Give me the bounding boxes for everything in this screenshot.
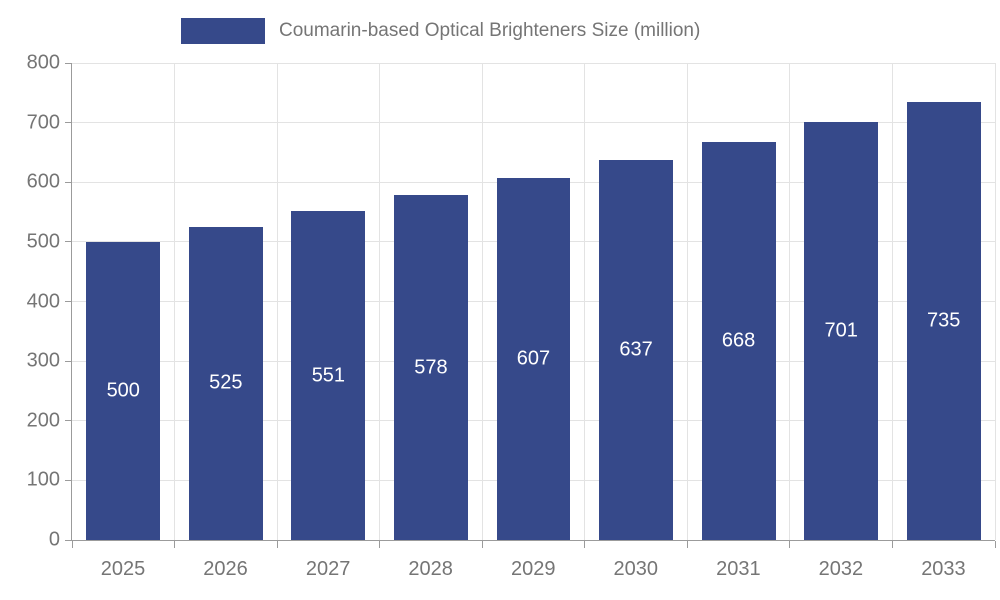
y-axis-label: 600 — [26, 170, 60, 193]
y-axis-label: 0 — [48, 528, 60, 551]
bar-value-label: 578 — [414, 356, 448, 379]
bar-value-label: 525 — [209, 371, 243, 394]
x-gridline — [584, 63, 586, 540]
bar-value-label: 500 — [106, 379, 140, 402]
x-axis-tick — [686, 541, 688, 548]
y-axis-tick — [65, 360, 71, 362]
x-gridline — [379, 63, 381, 540]
y-axis-tick — [65, 479, 71, 481]
x-axis-tick — [584, 541, 586, 548]
x-axis-tick — [71, 541, 73, 548]
y-axis-label: 100 — [26, 468, 60, 491]
x-axis-tick — [174, 541, 176, 548]
legend-label: Coumarin-based Optical Brighteners Size … — [279, 20, 701, 41]
x-axis-tick — [789, 541, 791, 548]
x-axis-label: 2027 — [305, 558, 351, 580]
legend-swatch-icon — [181, 18, 265, 44]
x-axis-label: 2029 — [510, 558, 556, 580]
x-gridline — [789, 63, 791, 540]
bar-2031[interactable] — [701, 141, 776, 540]
x-axis-label: 2030 — [613, 558, 659, 580]
x-axis-label: 2032 — [818, 558, 864, 580]
x-gridline — [994, 63, 996, 540]
x-axis-label: 2028 — [408, 558, 453, 580]
y-axis-tick — [65, 241, 71, 243]
bar-value-label: 735 — [927, 309, 961, 332]
y-axis-label: 200 — [26, 409, 60, 432]
x-gridline — [686, 63, 688, 540]
bar-value-label: 551 — [311, 364, 346, 387]
x-axis-tick — [481, 541, 483, 548]
y-axis-label: 700 — [26, 111, 60, 134]
bar-value-label: 701 — [824, 319, 858, 342]
y-axis-tick — [65, 301, 71, 302]
x-gridline — [891, 63, 893, 540]
y-axis-tick — [65, 420, 71, 422]
x-axis-tick — [891, 541, 893, 548]
bar-2032[interactable] — [804, 122, 879, 540]
y-gridline — [72, 62, 995, 64]
x-gridline — [276, 63, 278, 540]
bar-2033[interactable] — [906, 101, 981, 540]
x-axis-label: 2026 — [203, 558, 248, 580]
bar-2030[interactable] — [599, 160, 673, 540]
bar-value-label: 668 — [721, 329, 756, 352]
bar-value-label: 607 — [516, 347, 551, 370]
y-axis-label: 300 — [26, 349, 60, 372]
plot-area: 0 100 200 300 400 500 600 700 800 500 2025 525 2026 5… — [27, 52, 996, 580]
bar-2027[interactable] — [291, 211, 366, 540]
bar-2029[interactable] — [496, 178, 571, 540]
x-axis-tick — [276, 541, 278, 548]
y-axis-tick — [65, 122, 71, 124]
x-axis-tick — [994, 541, 996, 548]
bar-2028[interactable] — [394, 195, 468, 540]
x-gridline — [481, 63, 483, 540]
bar-value-label: 637 — [619, 338, 653, 361]
y-axis-label: 800 — [26, 51, 60, 74]
x-axis-tick — [379, 541, 381, 548]
x-axis-label: 2031 — [716, 558, 761, 580]
legend[interactable]: Coumarin-based Optical Brighteners Size … — [181, 18, 700, 44]
x-axis-label: 2033 — [921, 558, 966, 580]
y-axis-label: 400 — [26, 290, 60, 312]
bar-2026[interactable] — [188, 226, 263, 540]
y-axis-tick — [65, 181, 71, 183]
x-gridline — [174, 63, 176, 540]
x-axis-label: 2025 — [100, 558, 146, 580]
bar-2025[interactable] — [86, 241, 161, 540]
y-axis-tick — [65, 539, 71, 541]
y-axis-label: 500 — [26, 230, 60, 253]
y-gridline — [72, 122, 995, 124]
y-axis-tick — [65, 62, 71, 64]
y-axis-line — [71, 63, 72, 540]
x-axis-line — [71, 540, 995, 541]
